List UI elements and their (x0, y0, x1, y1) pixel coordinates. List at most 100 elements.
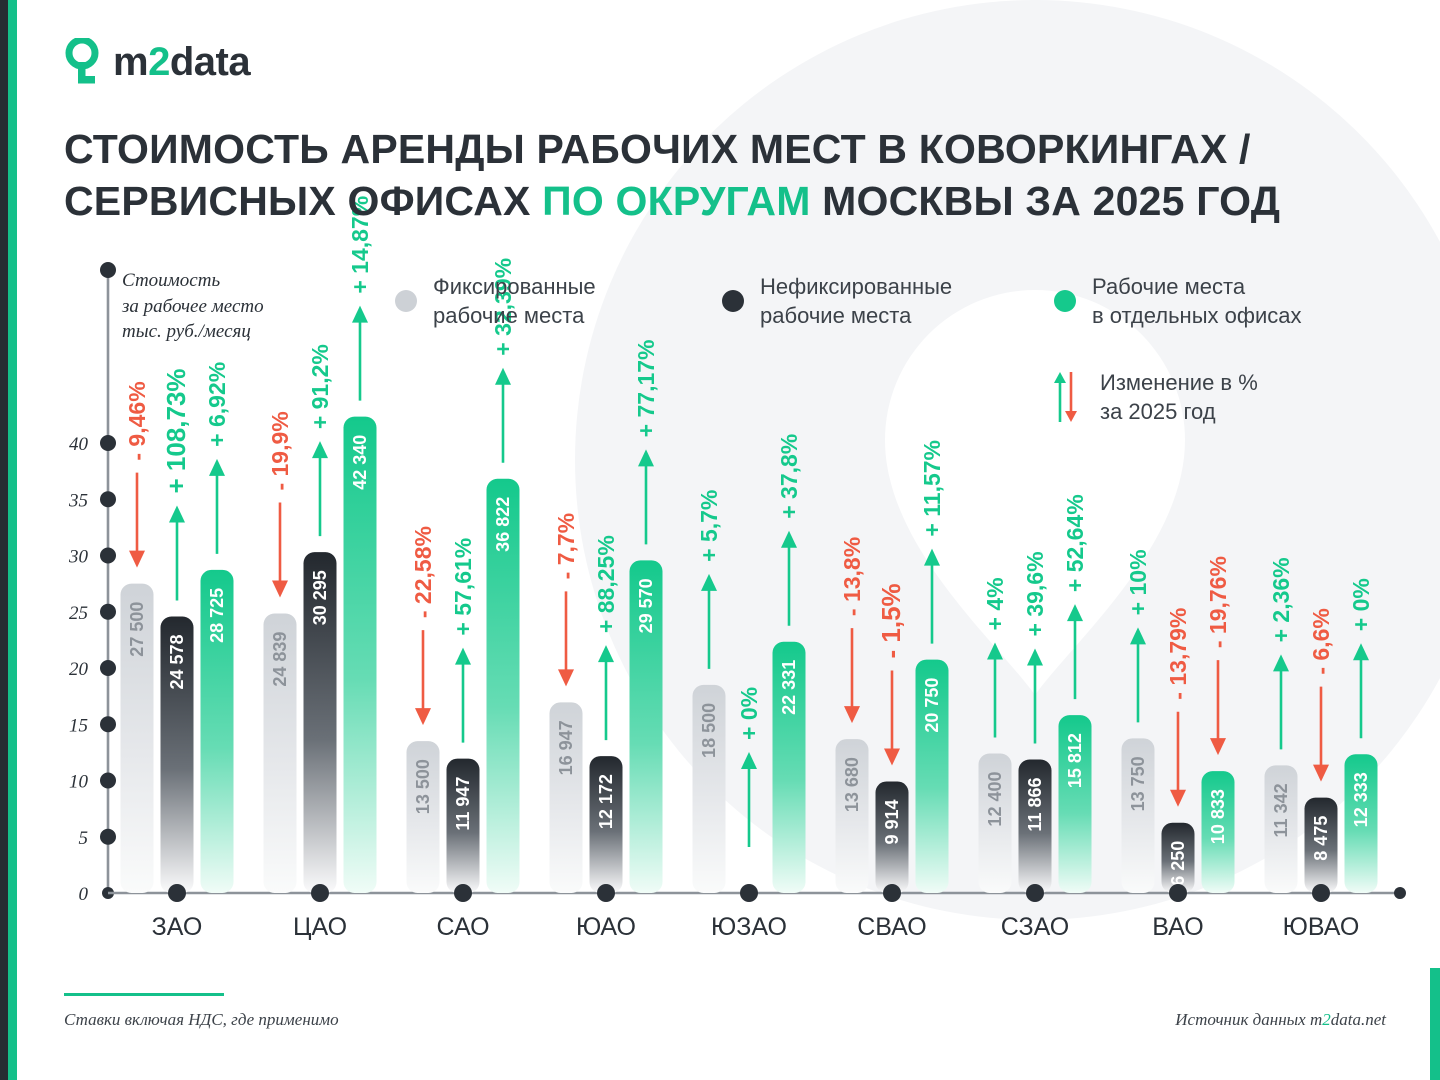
change-percent-label: + 6,92% (204, 362, 230, 447)
arrow-up-icon (781, 530, 797, 548)
y-axis-tick-dot (100, 772, 116, 789)
title-line-2: СЕРВИСНЫХ ОФИСАХ ПО ОКРУГАМ МОСКВЫ ЗА 20… (64, 176, 1364, 228)
change-percent-label: - 13,8% (839, 537, 865, 616)
legend-label-fixed: Фиксированные рабочие места (433, 274, 596, 329)
change-percent-label: - 19,9% (267, 411, 293, 490)
legend-item-offices[interactable]: Рабочие места в отдельных офисах (1054, 272, 1301, 330)
footer-divider (64, 993, 224, 996)
x-axis-category-label: ЦАО (293, 913, 347, 941)
x-axis-category-dot (1169, 884, 1187, 902)
bar-group: 12 400 11 866 15 812 + 4% + 39,6% + 52,64% СЗА… (978, 494, 1092, 941)
bar-value-label: 12 172 (596, 774, 616, 829)
y-axis-tick-dot (100, 435, 116, 451)
up-down-arrows-icon (1054, 372, 1077, 423)
x-axis-category-dot (1026, 884, 1044, 902)
legend-label-offices: Рабочие места в отдельных офисах (1092, 274, 1302, 329)
right-edge-green-stripe (1430, 968, 1440, 1080)
map-pin-icon (65, 38, 99, 84)
legend-item-change[interactable]: Изменение в % за 2025 год (1050, 368, 1258, 426)
change-percent-label: + 2,36% (1268, 557, 1294, 642)
legend-item-fixed[interactable]: Фиксированные рабочие места (395, 272, 596, 330)
x-axis-category-dot (454, 884, 472, 902)
x-axis-category-dot (740, 884, 758, 902)
y-axis-tick-dot (100, 603, 116, 620)
y-axis-tick-dot (100, 828, 116, 845)
arrow-up-icon (1273, 654, 1289, 672)
left-edge-dark-stripe (0, 0, 8, 1080)
footer-source-a: Источник данных m (1175, 1010, 1323, 1029)
title-highlight: ПО ОКРУГАМ (542, 177, 811, 224)
arrow-up-icon (741, 752, 757, 769)
brand-logo: m2data (64, 38, 251, 86)
bar-value-label: 18 500 (699, 703, 719, 758)
x-axis-category-label: СЗАО (1001, 913, 1069, 941)
page-title: СТОИМОСТЬ АРЕНДЫ РАБОЧИХ МЕСТ В КОВОРКИН… (64, 124, 1364, 227)
arrow-up-icon (987, 642, 1003, 660)
bar-group: 11 342 8 475 12 333 + 2,36% - 6,6% + 0% ЮВАО (1264, 557, 1378, 941)
bar-ЮАО-s1 (549, 702, 583, 893)
bar-value-label: 24 578 (167, 634, 187, 689)
change-percent-label: + 77,17% (633, 339, 659, 437)
x-axis-category-label: ЗАО (152, 913, 203, 941)
bar-ЗАО-s2 (160, 616, 194, 893)
change-percent-label: + 0% (736, 687, 762, 740)
change-percent-label: + 0% (1348, 578, 1374, 631)
y-axis-tick-label: 0 (79, 884, 89, 905)
change-percent-label: - 1,5% (876, 583, 906, 658)
footer-note: Ставки включая НДС, где применимо (64, 1010, 339, 1029)
bar-value-label: 28 725 (207, 588, 227, 643)
change-percent-label: + 88,25% (593, 535, 619, 633)
logo-data: data (169, 40, 251, 84)
bar-САО-s3 (486, 478, 520, 893)
bar-ЦАО-s2 (303, 552, 337, 893)
bar-group: 16 947 12 172 29 570 - 7,7% + 88,25% + 77,17%… (549, 339, 663, 941)
bar-value-label: 42 340 (350, 435, 370, 490)
change-percent-label: + 14,87% (347, 196, 373, 294)
footer-source-2: 2 (1322, 1010, 1331, 1029)
y-axis-tick-label: 10 (69, 772, 89, 793)
y-axis-tick-dot (100, 491, 116, 508)
arrow-up-icon (1353, 643, 1369, 661)
change-percent-label: - 7,7% (553, 513, 579, 579)
arrow-up-icon (495, 367, 511, 385)
bar-value-label: 11 342 (1271, 783, 1291, 837)
bar-value-label: 24 839 (270, 632, 290, 687)
arrow-up-icon (312, 441, 328, 459)
y-axis-tick-dot (100, 547, 116, 564)
bar-value-label: 27 500 (127, 602, 147, 657)
legend-dot-dark-icon (722, 290, 744, 313)
bar-group: 18 500 22 331 + 5,7% + 0% + 37,8% ЮЗАО (692, 434, 806, 941)
change-percent-label: + 52,64% (1062, 494, 1088, 592)
bar-value-label: 20 750 (922, 678, 942, 733)
title-line-2-part-b: МОСКВЫ ЗА 2025 ГОД (810, 177, 1281, 224)
y-axis-tick-label: 30 (68, 547, 89, 568)
arrow-up-icon (598, 645, 614, 663)
footer-source-b: data.net (1330, 1010, 1386, 1029)
arrow-down-icon (884, 748, 900, 766)
footer-source: Источник данных m2data.net (1175, 1010, 1386, 1030)
change-percent-label: + 108,73% (161, 368, 191, 493)
bar-group: 13 680 9 914 20 750 - 13,8% - 1,5% + 11,57% СВ… (835, 440, 949, 941)
arrow-up-icon (1130, 627, 1146, 645)
arrow-up-icon (1027, 648, 1043, 666)
x-axis-category-dot (168, 884, 186, 902)
bar-value-label: 12 333 (1351, 772, 1371, 827)
arrow-up-icon (701, 573, 717, 591)
y-axis-cap-dot (100, 262, 116, 278)
arrow-up-icon (352, 305, 368, 323)
x-axis-category-label: СВАО (857, 913, 926, 941)
x-axis-category-label: САО (436, 913, 489, 941)
change-percent-label: + 4% (982, 577, 1008, 630)
legend-dot-grey-icon (395, 290, 417, 313)
legend-item-nonfixed[interactable]: Нефиксированные рабочие места (722, 272, 952, 330)
bar-value-label: 10 833 (1208, 789, 1228, 844)
bar-value-label: 6 250 (1168, 841, 1188, 886)
bar-value-label: 13 500 (413, 759, 433, 814)
logo-wordmark: m2data (113, 40, 251, 84)
legend-dot-green-icon (1054, 290, 1076, 313)
title-line-2-part-a: СЕРВИСНЫХ ОФИСАХ (64, 177, 543, 224)
arrow-down-icon (558, 669, 574, 687)
change-percent-label: - 13,79% (1165, 608, 1191, 700)
logo-2: 2 (148, 40, 170, 84)
legend-label-change: Изменение в % за 2025 год (1100, 370, 1258, 425)
